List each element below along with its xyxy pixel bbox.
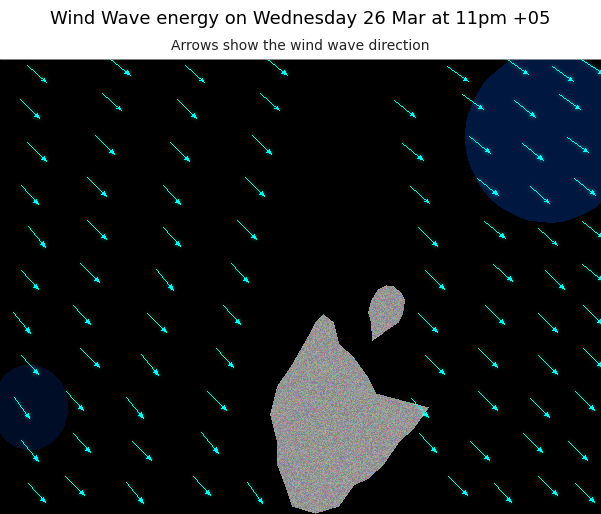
Text: Wind Wave energy on Wednesday 26 Mar at 11pm +05: Wind Wave energy on Wednesday 26 Mar at …: [50, 10, 551, 28]
Text: Arrows show the wind wave direction: Arrows show the wind wave direction: [171, 39, 430, 53]
